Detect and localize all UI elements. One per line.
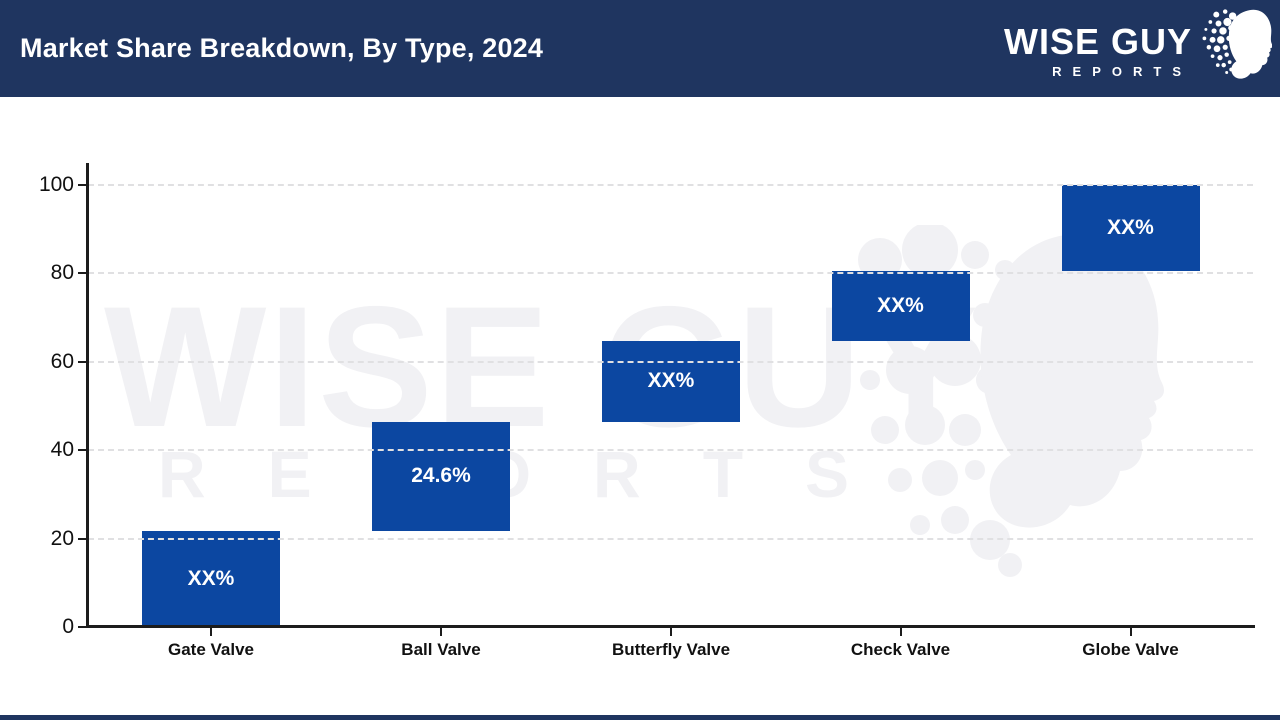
footer-accent-bar [0, 715, 1280, 720]
bar-segment: 24.6% [372, 421, 510, 531]
x-axis-line [86, 625, 1255, 628]
y-tick-0 [78, 626, 87, 628]
x-category-label: Ball Valve [401, 640, 481, 659]
x-tick-1 [440, 628, 442, 636]
bar-segment: XX% [142, 530, 280, 627]
x-tick-3 [899, 628, 902, 636]
bar-value-label: XX% [877, 293, 924, 317]
bar-segment: XX% [831, 270, 970, 342]
gridline-y-60 [88, 360, 1253, 363]
x-tick-0 [210, 628, 212, 636]
y-tick-label-100: 100 [38, 172, 74, 196]
header-bar: Market Share Breakdown, By Type, 2024 WI… [0, 0, 1280, 97]
bar-value-label: XX% [187, 566, 235, 590]
gridline-y-80 [88, 272, 1253, 274]
page-title: Market Share Breakdown, By Type, 2024 [20, 33, 544, 63]
y-tick-label-0: 0 [62, 615, 74, 638]
brand-tagline: REPORTS [1052, 64, 1192, 79]
y-tick-40 [78, 449, 87, 451]
y-tick-label-40: 40 [50, 438, 74, 461]
bar-segment: XX% [602, 341, 740, 422]
brand-head-logo-icon [1202, 9, 1272, 79]
y-tick-20 [78, 537, 87, 540]
y-tick-80 [78, 272, 87, 274]
y-tick-label-60: 60 [50, 349, 74, 373]
x-tick-2 [670, 628, 672, 636]
y-tick-label-80: 80 [50, 261, 74, 284]
y-axis-line [86, 163, 89, 628]
bar-value-label: 24.6% [411, 464, 471, 488]
brand-logo: WISE GUY REPORTS [1004, 4, 1272, 92]
y-tick-60 [78, 360, 87, 363]
gridline-y-40 [88, 449, 1253, 451]
y-tick-100 [78, 183, 87, 186]
x-category-label: Gate Valve [167, 640, 254, 659]
bar-value-label: XX% [1107, 215, 1154, 239]
brand-logo-text: WISE GUY REPORTS [1003, 21, 1192, 79]
gridline-y-100 [88, 183, 1253, 186]
y-tick-label-20: 20 [50, 526, 74, 550]
x-category-label: Globe Valve [1082, 640, 1179, 659]
bar-segment: XX% [1061, 184, 1200, 271]
gridline-y-20 [88, 537, 1253, 540]
brand-name: WISE GUY [1003, 21, 1192, 62]
x-tick-4 [1129, 628, 1132, 636]
bar-value-label: XX% [647, 369, 695, 393]
x-category-label: Butterfly Valve [611, 640, 731, 659]
x-category-label: Check Valve [850, 640, 951, 659]
